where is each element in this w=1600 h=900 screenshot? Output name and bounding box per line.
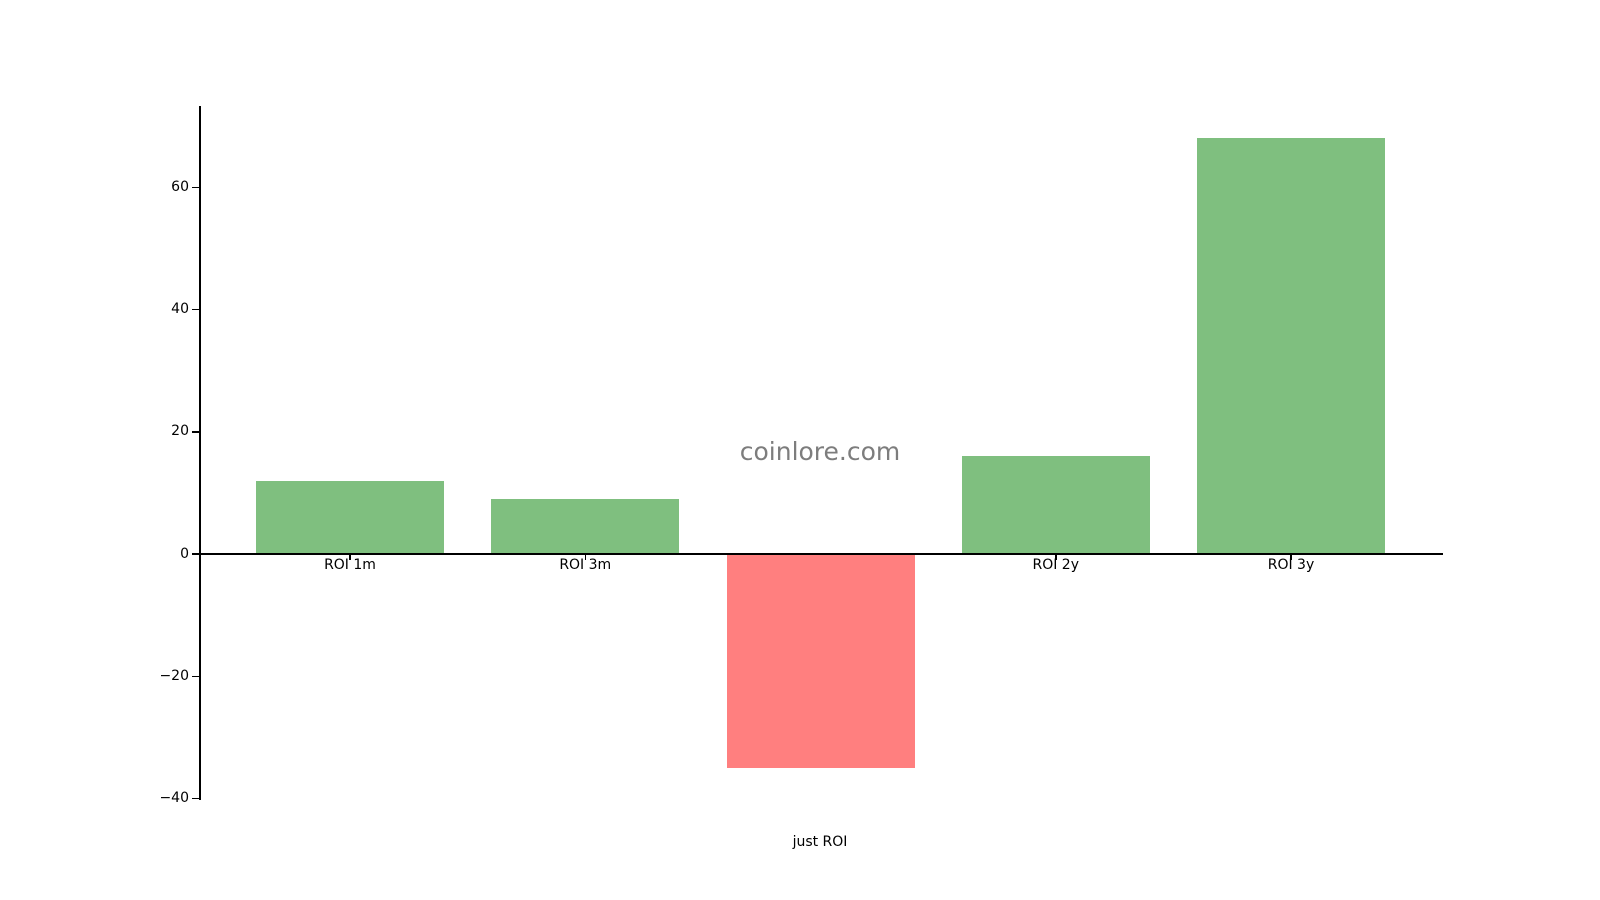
x-tick-label: ROI 3m [559,557,612,573]
y-tick-label: 0 [180,545,189,562]
x-tick-label: ROI 3y [1267,557,1315,573]
x-tick-mark [1290,554,1292,560]
x-tick-mark [349,554,351,560]
y-tick-mark [192,308,199,311]
y-tick-label: −20 [159,667,189,684]
y-tick-label: 20 [171,423,189,440]
y-tick-mark [192,797,199,800]
bar-positive [256,480,444,554]
x-tick-mark [1055,554,1057,560]
y-tick-mark [192,553,199,555]
y-tick-label: 60 [171,178,189,195]
x-tick-label: ROI 1m [324,557,376,573]
x-tick-mark [584,554,586,560]
y-tick-mark [192,431,199,433]
bar-positive [961,456,1150,554]
bar-positive [1197,138,1385,554]
bar-negative [726,554,915,768]
x-axis-zero-line [199,553,1443,555]
y-tick-mark [192,675,199,677]
watermark-text: coinlore.com [739,437,901,466]
x-axis-title: just ROI [792,834,848,850]
x-tick-label: ROI 2y [1032,557,1080,573]
bar-positive [491,498,680,554]
y-tick-mark [192,186,199,188]
y-axis-spine [199,106,201,800]
y-tick-label: 40 [171,301,189,317]
y-tick-label: −40 [159,790,189,806]
